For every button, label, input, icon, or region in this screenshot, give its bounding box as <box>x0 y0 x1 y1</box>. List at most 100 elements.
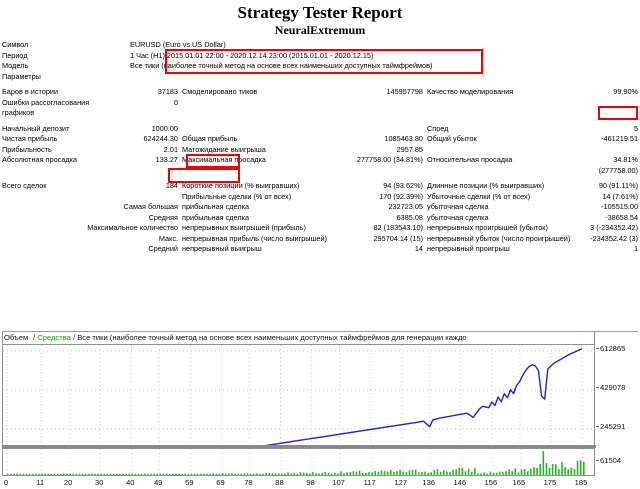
average-loss-value: -38658.54 <box>605 212 639 222</box>
y-axis-tick: 245291 <box>596 423 625 431</box>
x-axis-tick: 20 <box>63 478 73 487</box>
largest-label: Самая большая <box>123 202 178 211</box>
volume-bar <box>100 473 103 475</box>
volume-bar <box>84 473 87 475</box>
volume-bar <box>206 473 208 475</box>
volume-bar <box>224 473 227 475</box>
volume-bar <box>520 469 523 475</box>
volume-bar <box>103 473 106 475</box>
expert-name: NeuralExtremum <box>274 23 366 37</box>
volume-histogram-svg <box>6 449 585 475</box>
period-label: Период <box>2 50 28 60</box>
volume-bar <box>343 473 345 475</box>
volume-bar <box>87 473 90 475</box>
volume-bar <box>315 473 317 475</box>
max-count-label: Максимальное количество <box>87 223 178 232</box>
max-drawdown-value: 277758.00 (34.81%) <box>356 155 423 164</box>
volume-bar <box>346 472 348 475</box>
average-label: Средняя <box>148 212 178 222</box>
volume-bar <box>330 473 333 475</box>
volume-bar <box>517 472 520 475</box>
mismatch-value: 0 <box>173 97 178 107</box>
volume-bar <box>168 473 171 475</box>
spread-value: 5 <box>633 123 639 133</box>
volume-bar <box>302 472 305 475</box>
volume-bar <box>38 473 40 475</box>
average-profit-value: 6385.08 <box>396 212 423 222</box>
volume-bar <box>539 464 542 475</box>
short-positions-value: 94 (93.62%) <box>383 181 423 190</box>
max-cons-wins-value: 82 (183543.10) <box>373 223 424 232</box>
volume-bar <box>196 473 199 475</box>
volume-bar <box>355 471 358 475</box>
volume-bar <box>377 471 380 475</box>
volume-bar <box>175 473 177 475</box>
volume-bar <box>181 473 183 475</box>
volume-bar <box>526 471 529 475</box>
row-parameters: Параметры <box>0 72 640 83</box>
volume-bar <box>386 471 389 475</box>
short-positions-label: Короткие позиции (% выигравших) <box>182 181 300 190</box>
row-bars: Баров в истории 37183 Смоделировано тико… <box>0 87 640 98</box>
gross-loss-label: Общий убыток <box>427 134 477 143</box>
deposit-label: Начальный депозит <box>2 123 70 133</box>
y-axis-tick-mark <box>596 387 599 388</box>
volume-bar <box>81 473 84 475</box>
volume-bar <box>131 473 134 475</box>
x-axis-tick: 49 <box>154 478 163 487</box>
volume-bar <box>327 472 330 475</box>
volume-bar <box>564 467 566 475</box>
volume-bar <box>44 473 46 475</box>
x-axis-tick: 0 <box>3 478 9 487</box>
period-value: 1 Час (H1) 2015.01.01 22:00 - 2020.12.14… <box>130 50 374 60</box>
abs-drawdown-value: 133.27 <box>155 155 178 164</box>
volume-bar <box>13 473 15 475</box>
row-model: Модель Все тики (наиболее точный метод н… <box>0 61 640 72</box>
volume-bar <box>533 467 535 475</box>
balance-plot-area <box>2 345 595 445</box>
volume-bar <box>333 472 336 475</box>
row-mismatch: Ошибки рассогласования графиков 0 <box>0 98 640 119</box>
volume-bar <box>498 471 501 475</box>
volume-bar <box>78 473 81 475</box>
volume-bar <box>109 473 112 475</box>
volume-bar <box>417 472 420 475</box>
x-axis-tick: 78 <box>244 478 253 487</box>
volume-bar <box>570 467 573 475</box>
x-axis-tick: 175 <box>543 478 557 487</box>
volume-bar <box>318 473 320 475</box>
volume-bar <box>583 462 585 475</box>
volume-bar <box>368 472 370 475</box>
max-cons-profit-value: 295704.14 (15) <box>373 233 424 243</box>
legend-equity: Средства <box>37 333 71 342</box>
volume-bar <box>35 473 37 475</box>
avg-cons-losses-label: непрерывный проигрыш <box>427 244 510 253</box>
volume-bar <box>408 470 411 475</box>
row-max-profit-streak: Макс. непрерывная прибыль (число выигрыш… <box>0 234 640 245</box>
volume-bar <box>277 473 280 475</box>
row-drawdown: Абсолютная просадка 133.27 Максимальная … <box>0 155 640 176</box>
volume-bar <box>312 472 314 475</box>
volume-bar <box>243 473 246 475</box>
volume-label: Объем <box>4 332 32 343</box>
balance-line <box>264 347 583 445</box>
volume-bar <box>452 469 454 475</box>
profit-factor-value: 2.01 <box>163 144 178 154</box>
volume-bar <box>492 472 495 475</box>
profit-factor-label: Прибыльность <box>2 144 52 154</box>
volume-bar <box>10 473 12 475</box>
volume-bar <box>240 473 243 475</box>
avg-label: Средний <box>148 244 178 253</box>
row-total-trades: Всего сделок 184 Короткие позиции (% выи… <box>0 181 640 192</box>
volume-bar <box>63 473 65 475</box>
row-avg-streak: Средний непрерывный выигрыш 14 непрерывн… <box>0 244 640 255</box>
volume-bar <box>361 472 364 475</box>
volume-bar <box>112 473 115 475</box>
volume-bar <box>442 470 445 475</box>
max-cons-losses-value: 3 (-234352.42) <box>590 223 639 232</box>
volume-bar <box>41 473 43 475</box>
volume-bar <box>106 473 109 475</box>
gross-profit-label: Общая прибыль <box>182 134 238 143</box>
volume-bar <box>439 471 442 475</box>
volume-bar <box>53 473 56 475</box>
